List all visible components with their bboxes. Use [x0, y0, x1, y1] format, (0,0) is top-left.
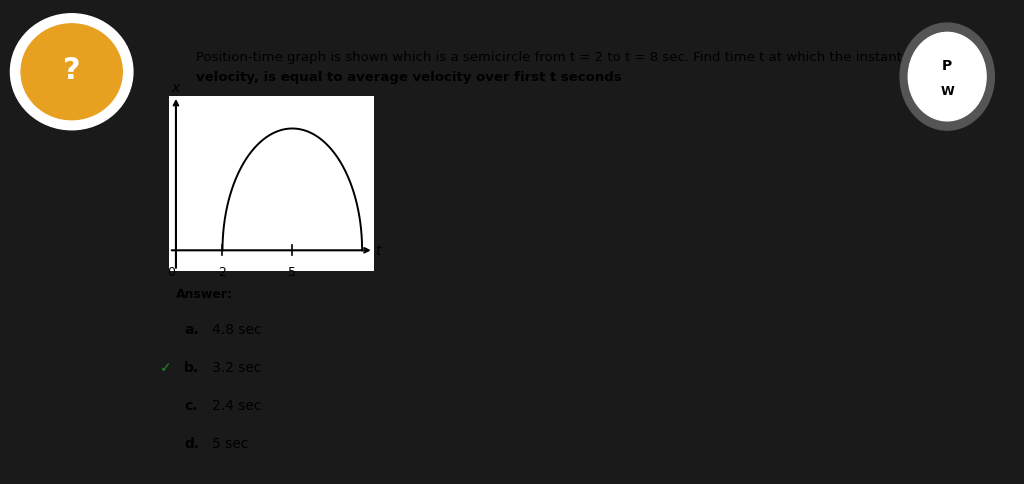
- Text: b.: b.: [184, 360, 199, 374]
- Text: 2: 2: [218, 265, 226, 278]
- Text: ✓: ✓: [160, 360, 171, 374]
- Circle shape: [22, 25, 122, 121]
- Circle shape: [908, 33, 986, 121]
- Text: 5 sec: 5 sec: [212, 436, 249, 450]
- Text: a.: a.: [184, 323, 199, 336]
- Text: c.: c.: [184, 398, 198, 412]
- Text: 5: 5: [289, 265, 296, 278]
- Circle shape: [900, 24, 994, 131]
- Text: x: x: [172, 81, 180, 95]
- Text: velocity, is equal to average velocity over first t seconds: velocity, is equal to average velocity o…: [197, 71, 622, 84]
- Circle shape: [10, 15, 133, 131]
- Text: W: W: [940, 85, 954, 98]
- Text: 4.8 sec: 4.8 sec: [212, 323, 262, 336]
- Text: P: P: [942, 59, 952, 73]
- Text: t: t: [375, 244, 381, 258]
- Text: 3.2 sec: 3.2 sec: [212, 360, 262, 374]
- Text: 0: 0: [167, 265, 175, 278]
- Text: d.: d.: [184, 436, 199, 450]
- Text: ?: ?: [62, 56, 81, 85]
- Text: 2.4 sec: 2.4 sec: [212, 398, 262, 412]
- Text: Answer:: Answer:: [176, 287, 232, 300]
- Text: Position-time graph is shown which is a semicircle from t = 2 to t = 8 sec. Find: Position-time graph is shown which is a …: [197, 51, 950, 64]
